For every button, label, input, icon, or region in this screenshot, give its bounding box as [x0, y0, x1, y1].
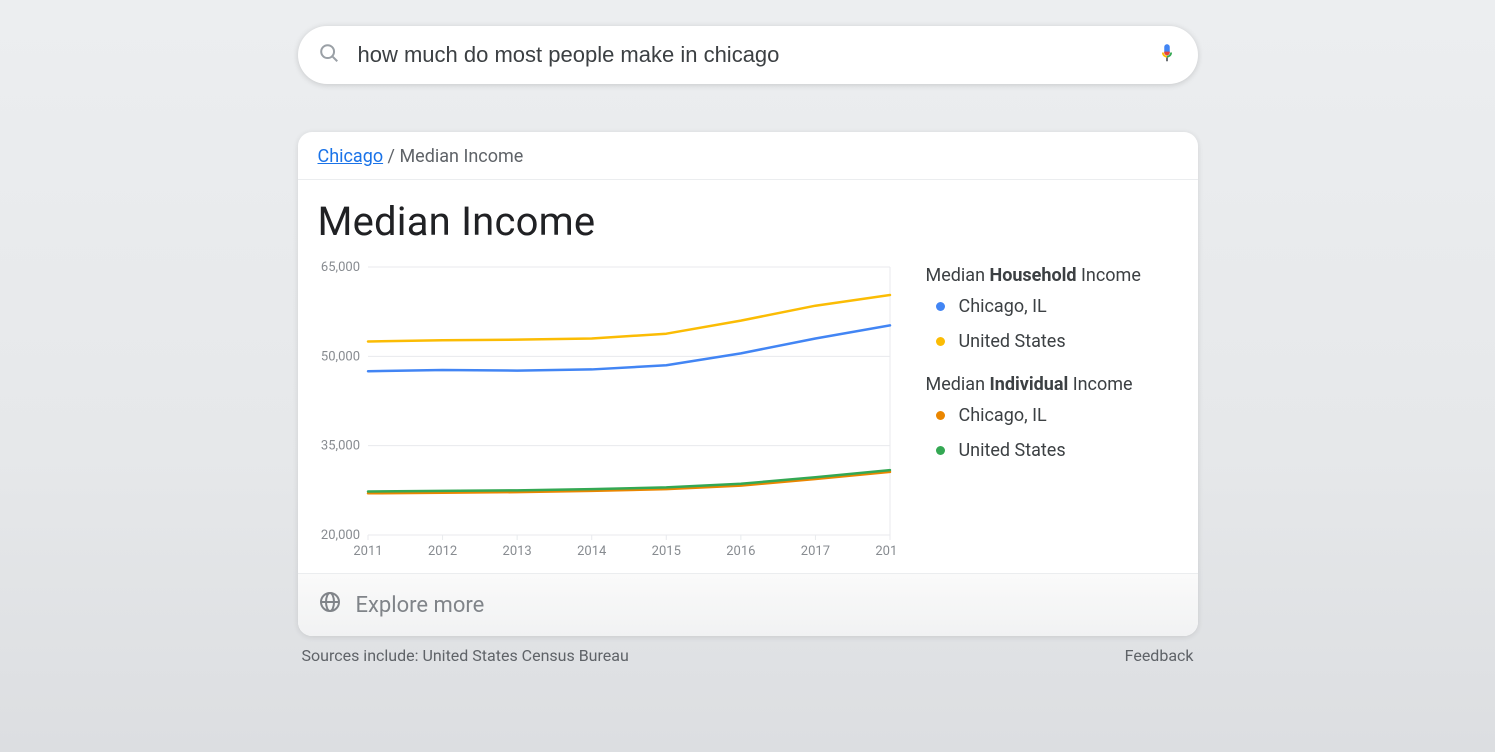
knowledge-card: Chicago / Median Income Median Income 20… [298, 132, 1198, 636]
breadcrumb-page: Median Income [399, 146, 523, 167]
chart-series-hh_chicago [368, 325, 890, 371]
x-axis-label: 2015 [651, 544, 680, 559]
legend-group-title: Median Individual Income [926, 374, 1178, 395]
search-bar[interactable] [298, 26, 1198, 84]
y-axis-label: 35,000 [320, 439, 359, 454]
x-axis-label: 2018 [875, 544, 898, 559]
legend-item[interactable]: United States [936, 331, 1178, 352]
x-axis-label: 2011 [353, 544, 382, 559]
x-axis-label: 2013 [502, 544, 531, 559]
feedback-link[interactable]: Feedback [1125, 646, 1194, 665]
legend-item-label: Chicago, IL [959, 296, 1047, 317]
globe-icon [318, 590, 342, 620]
x-axis-label: 2012 [427, 544, 456, 559]
y-axis-label: 50,000 [320, 349, 359, 364]
chart-series-hh_us [368, 295, 890, 341]
y-axis-label: 20,000 [320, 528, 359, 543]
legend-group-title: Median Household Income [926, 265, 1178, 286]
sources-label: Sources include: United States Census Bu… [302, 646, 629, 665]
search-input[interactable] [358, 42, 1144, 68]
legend-item-label: Chicago, IL [959, 405, 1047, 426]
explore-more-button[interactable]: Explore more [298, 573, 1198, 636]
breadcrumb-separator: / [383, 146, 399, 167]
breadcrumb: Chicago / Median Income [298, 132, 1198, 180]
y-axis-label: 65,000 [320, 260, 359, 275]
legend-item[interactable]: Chicago, IL [936, 296, 1178, 317]
explore-more-label: Explore more [356, 593, 485, 618]
x-axis-label: 2014 [577, 544, 607, 559]
x-axis-label: 2016 [726, 544, 755, 559]
legend-swatch [936, 446, 945, 455]
legend-swatch [936, 337, 945, 346]
legend-swatch [936, 302, 945, 311]
breadcrumb-location-link[interactable]: Chicago [318, 146, 384, 167]
chart-legend: Median Household Income Chicago, IL United… [908, 259, 1178, 563]
legend-item[interactable]: Chicago, IL [936, 405, 1178, 426]
search-icon [318, 42, 340, 68]
card-title: Median Income [298, 180, 1198, 253]
legend-item-label: United States [959, 440, 1066, 461]
line-chart: 20,000 35,000 50,000 65,000 2011 2012 2013 2014… [318, 259, 898, 559]
legend-item-label: United States [959, 331, 1066, 352]
legend-swatch [936, 411, 945, 420]
mic-icon[interactable] [1156, 39, 1178, 71]
chart-container: 20,000 35,000 50,000 65,000 2011 2012 2013 2014… [318, 259, 908, 563]
card-meta-row: Sources include: United States Census Bu… [298, 636, 1198, 665]
x-axis-label: 2017 [800, 544, 829, 559]
legend-item[interactable]: United States [936, 440, 1178, 461]
chart-series-ind_us [368, 470, 890, 491]
